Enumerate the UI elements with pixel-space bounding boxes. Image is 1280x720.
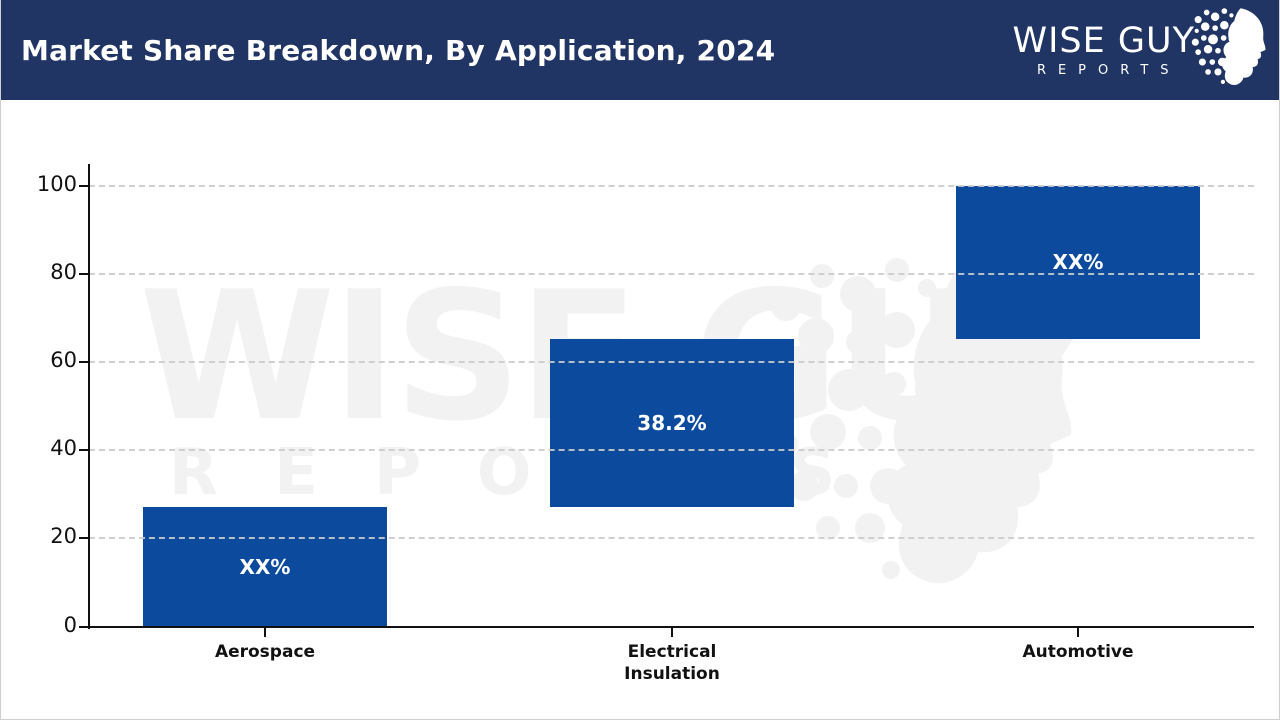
gridline-40 [89,449,1254,452]
y-tick-40 [79,449,88,452]
header-bar: Market Share Breakdown, By Application, … [1,0,1279,100]
bar-value-label: 38.2% [637,411,707,436]
logo-dotted-head-icon [1191,8,1266,85]
gridline-80 [89,272,1254,275]
y-tick-label-80: 80 [50,259,77,284]
bar-value-label: XX% [239,554,291,579]
wise-guy-reports-logo: WISE GUY REPORTS [1012,4,1271,96]
gridline-60 [89,360,1254,363]
x-tick-3 [1077,628,1079,637]
bar-value-label: XX% [1052,250,1104,275]
x-axis-spine [87,625,1254,628]
bar-aerospace: XX% [143,507,387,627]
y-tick-label-40: 40 [50,436,77,461]
y-axis-spine [87,164,90,629]
y-tick-label-0: 0 [63,612,77,637]
y-tick-20 [79,537,88,540]
y-tick-label-20: 20 [50,524,77,549]
page-title: Market Share Breakdown, By Application, … [21,33,776,67]
gridline-20 [89,537,1254,540]
gridline-100 [89,184,1254,187]
bar-electrical-insulation: 38.2% [550,338,794,508]
y-tick-100 [79,184,88,187]
x-category-label-3: Automotive [1022,641,1134,662]
y-tick-80 [79,272,88,275]
y-tick-label-60: 60 [50,347,77,372]
logo-subtitle: REPORTS [1036,63,1181,78]
logo-wordmark: WISE GUY [1012,21,1195,61]
x-category-label-2: Electrical Insulation [624,641,720,684]
x-tick-1 [264,628,266,637]
y-tick-60 [79,360,88,363]
x-tick-2 [671,628,673,637]
x-category-label-1: Aerospace [214,641,316,662]
y-tick-0 [79,625,88,628]
y-tick-label-100: 100 [36,171,77,196]
bar-automotive: XX% [956,185,1200,339]
